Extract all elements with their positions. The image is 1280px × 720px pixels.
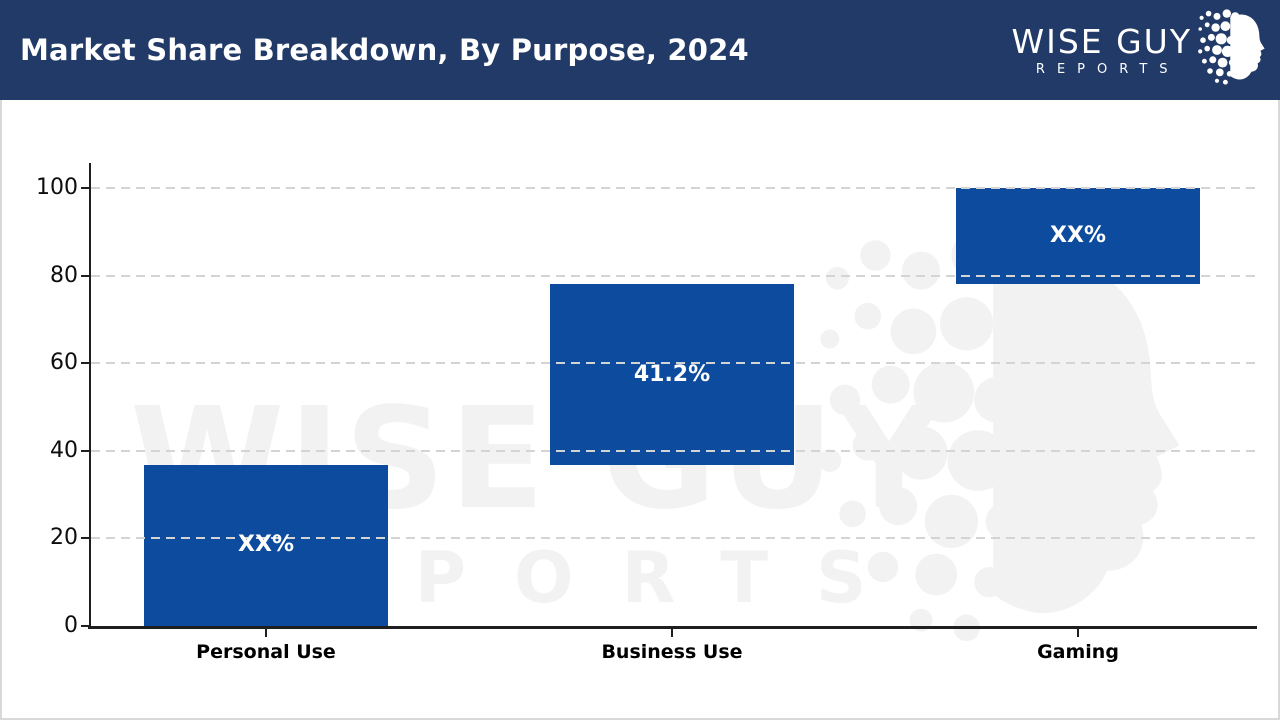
y-tick-label: 100 (36, 175, 78, 200)
y-tick-mark (81, 187, 89, 189)
plot-area: WISE GUY REPORTS 0 20 40 60 80 100 XX% 41.2% XX%… (0, 100, 1280, 720)
x-tick-mark (1077, 629, 1079, 637)
bar-personal-use (144, 464, 388, 626)
y-tick-mark (81, 362, 89, 365)
brand-name: WISE GUY (1011, 21, 1192, 61)
y-tick-mark (81, 449, 89, 452)
y-tick-label: 80 (50, 262, 78, 288)
gridline-100 (91, 187, 1257, 189)
bar-gaming (956, 188, 1200, 285)
gridline-40 (91, 449, 1257, 452)
wiseguy-head-icon (1198, 9, 1265, 85)
y-tick-label: 0 (64, 613, 78, 638)
gridline-80 (91, 274, 1257, 277)
y-tick-mark (81, 274, 89, 277)
bar-value-label: XX% (1050, 223, 1106, 249)
y-tick-mark (81, 537, 89, 540)
category-label: Personal Use (196, 641, 336, 663)
bar-value-label: 41.2% (633, 361, 711, 387)
x-tick-mark (671, 629, 673, 637)
x-tick-mark (265, 629, 267, 637)
y-axis-line (89, 163, 91, 628)
gridline-20 (91, 537, 1257, 540)
y-tick-label: 60 (50, 350, 78, 376)
watermark-head-icon (818, 232, 1180, 642)
bar-business-use (550, 284, 794, 465)
bar-value-label: XX% (238, 532, 294, 558)
page-title: Market Share Breakdown, By Purpose, 2024 (20, 33, 749, 67)
y-tick-label: 20 (50, 525, 78, 551)
brand-reports-label: REPORTS (1035, 61, 1180, 77)
y-tick-mark (81, 625, 89, 627)
category-label: Business Use (601, 641, 743, 663)
category-label: Gaming (1037, 641, 1119, 663)
y-tick-label: 40 (50, 437, 78, 463)
header-bar: Market Share Breakdown, By Purpose, 2024… (0, 0, 1280, 100)
brand-wordmark: WISE GUY REPORTS (1011, 25, 1192, 76)
x-axis-line (88, 626, 1257, 629)
gridline-60 (91, 362, 1257, 365)
brand-logo: WISE GUY REPORTS (1011, 7, 1266, 93)
